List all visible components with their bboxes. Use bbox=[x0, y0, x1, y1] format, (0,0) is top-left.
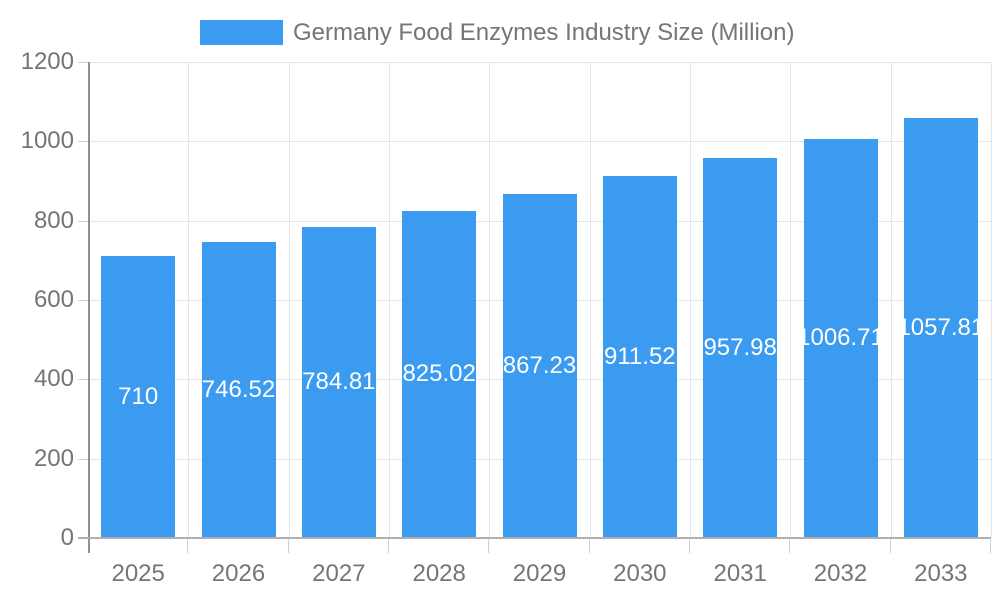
legend-label: Germany Food Enzymes Industry Size (Mill… bbox=[293, 19, 795, 46]
bar-value-label: 867.23 bbox=[502, 351, 577, 379]
y-axis-tick-label: 1000 bbox=[20, 127, 74, 155]
bar-value-label: 746.52 bbox=[201, 375, 276, 403]
bar-value-label: 1057.81 bbox=[903, 314, 978, 342]
bar-2028[interactable]: 825.02 bbox=[402, 210, 477, 538]
vertical-gridline bbox=[389, 62, 390, 538]
bar-2033[interactable]: 1057.81 bbox=[903, 118, 978, 538]
y-axis-tick-mark bbox=[78, 300, 88, 301]
y-axis-line bbox=[88, 62, 90, 538]
bar-value-label: 911.52 bbox=[604, 343, 676, 371]
bar-value-label: 957.98 bbox=[703, 333, 777, 361]
y-axis-tick-label: 200 bbox=[33, 444, 74, 472]
vertical-gridline bbox=[890, 62, 892, 538]
y-axis-tick-mark bbox=[78, 62, 88, 63]
bar-2026[interactable]: 746.52 bbox=[201, 241, 276, 538]
x-axis-label-2029: 2029 bbox=[512, 560, 567, 587]
bar-2031[interactable]: 957.98 bbox=[703, 158, 778, 538]
x-axis-label-2031: 2031 bbox=[713, 560, 767, 587]
x-axis-tick-mark bbox=[689, 538, 690, 553]
y-axis-tick-label: 600 bbox=[33, 286, 74, 313]
x-axis-label-2030: 2030 bbox=[613, 560, 667, 587]
bar-2032[interactable]: 1006.71 bbox=[803, 138, 878, 538]
y-axis-tick-mark bbox=[78, 141, 88, 143]
x-axis-label-2032: 2032 bbox=[813, 560, 868, 587]
y-axis-tick-mark bbox=[78, 379, 88, 381]
bar-2027[interactable]: 784.81 bbox=[301, 226, 376, 538]
x-axis-tick-mark bbox=[88, 538, 90, 553]
vertical-gridline bbox=[589, 62, 591, 538]
y-axis-tick-label: 400 bbox=[33, 365, 74, 393]
bar-value-label: 784.81 bbox=[302, 368, 376, 396]
legend-swatch bbox=[200, 20, 283, 45]
vertical-gridline bbox=[991, 62, 992, 538]
x-axis-label-2027: 2027 bbox=[312, 560, 366, 587]
bar-value-label: 710 bbox=[118, 383, 159, 411]
y-axis-tick-label: 1200 bbox=[20, 48, 74, 75]
x-axis-label-2026: 2026 bbox=[211, 560, 266, 587]
bar-value-label: 825.02 bbox=[402, 360, 476, 388]
bar-value-label: 1006.71 bbox=[803, 324, 878, 352]
x-axis-tick-mark bbox=[789, 538, 791, 553]
bar-2030[interactable]: 911.52 bbox=[602, 176, 677, 538]
x-axis-tick-mark bbox=[588, 538, 590, 553]
horizontal-gridline bbox=[88, 141, 991, 143]
horizontal-gridline bbox=[88, 62, 991, 63]
x-axis-tick-mark bbox=[889, 538, 891, 553]
vertical-gridline bbox=[188, 62, 190, 538]
x-axis-tick-mark bbox=[990, 538, 991, 553]
vertical-gridline bbox=[790, 62, 792, 538]
x-axis-tick-mark bbox=[388, 538, 389, 553]
y-axis-tick-mark bbox=[78, 220, 88, 222]
x-axis-label-2025: 2025 bbox=[111, 560, 165, 587]
x-axis-label-2028: 2028 bbox=[412, 560, 466, 587]
vertical-gridline bbox=[489, 62, 491, 538]
x-axis-tick-mark bbox=[488, 538, 490, 553]
y-axis-tick-mark bbox=[78, 458, 88, 460]
x-axis-tick-mark bbox=[187, 538, 189, 553]
bar-2025[interactable]: 710 bbox=[101, 256, 176, 538]
y-axis-tick-label: 0 bbox=[60, 524, 74, 551]
y-axis-tick-label: 800 bbox=[33, 206, 74, 234]
chart-legend[interactable]: Germany Food Enzymes Industry Size (Mill… bbox=[200, 20, 795, 45]
x-axis-label-2033: 2033 bbox=[914, 560, 968, 587]
x-axis-tick-mark bbox=[287, 538, 289, 553]
vertical-gridline bbox=[690, 62, 691, 538]
bar-2029[interactable]: 867.23 bbox=[502, 193, 577, 538]
vertical-gridline bbox=[288, 62, 290, 538]
plot-area: 710 746.52 784.81 825.02 867.23 911.52 957.98 1… bbox=[78, 62, 992, 553]
x-axis-line bbox=[78, 537, 991, 539]
